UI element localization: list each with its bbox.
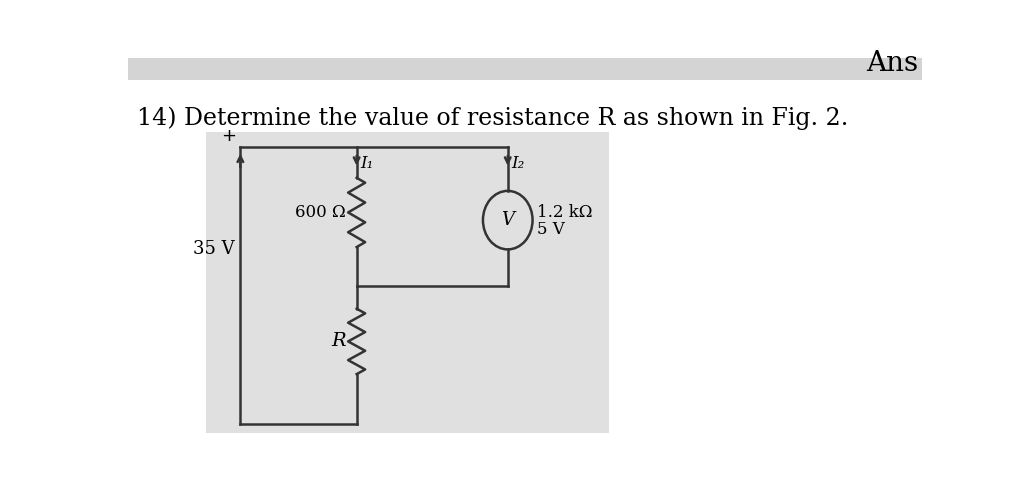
Text: 14) Determine the value of resistance R as shown in Fig. 2.: 14) Determine the value of resistance R …	[137, 106, 849, 130]
Text: Ans: Ans	[866, 50, 919, 77]
Text: 5 V: 5 V	[538, 221, 565, 238]
Text: 35 V: 35 V	[193, 240, 234, 258]
Text: 1.2 kΩ: 1.2 kΩ	[538, 204, 593, 221]
Text: I₂: I₂	[512, 155, 525, 172]
Text: I₁: I₁	[360, 155, 374, 172]
FancyBboxPatch shape	[206, 131, 608, 433]
Text: R: R	[331, 333, 346, 351]
Text: +: +	[221, 127, 236, 145]
Text: 600 Ω: 600 Ω	[295, 204, 346, 221]
FancyBboxPatch shape	[128, 58, 922, 80]
Text: V: V	[502, 211, 514, 229]
